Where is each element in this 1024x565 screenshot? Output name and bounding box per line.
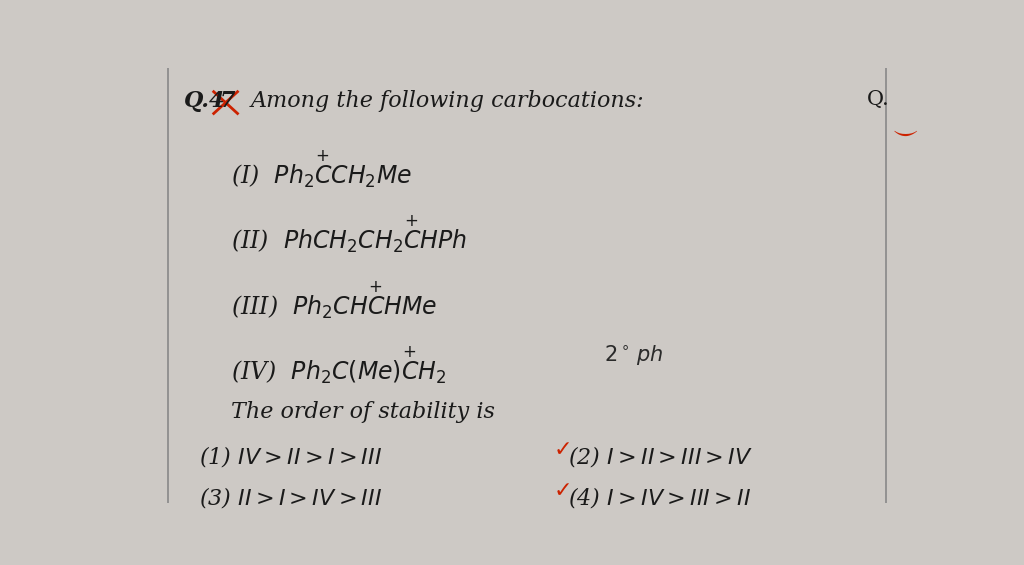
Text: Q.4: Q.4 (183, 89, 225, 111)
Text: Among the following carbocations:: Among the following carbocations: (251, 89, 645, 111)
Text: The order of stability is: The order of stability is (231, 401, 495, 423)
Text: 7: 7 (219, 89, 234, 111)
Text: (I)  $Ph_2\overset{+}{C}CH_2Me$: (I) $Ph_2\overset{+}{C}CH_2Me$ (231, 148, 413, 190)
Text: (2) $I > II > III > IV$: (2) $I > II > III > IV$ (568, 444, 754, 469)
Text: Q.: Q. (867, 89, 890, 108)
Text: (II)  $PhCH_2CH_2\overset{+}{C}HPh$: (II) $PhCH_2CH_2\overset{+}{C}HPh$ (231, 214, 467, 255)
Text: (III)  $Ph_2CH\overset{+}{C}HMe$: (III) $Ph_2CH\overset{+}{C}HMe$ (231, 279, 437, 320)
Text: $\smile$: $\smile$ (888, 120, 920, 144)
Text: (3) $II > I > IV > III$: (3) $II > I > IV > III$ (200, 485, 383, 510)
Text: $\checkmark$: $\checkmark$ (553, 437, 569, 458)
Text: (1) $IV > II > I > III$: (1) $IV > II > I > III$ (200, 444, 383, 469)
Text: (4) $I > IV > III > II$: (4) $I > IV > III > II$ (568, 485, 752, 510)
Text: (IV)  $Ph_2C(Me)\overset{+}{C}H_2$: (IV) $Ph_2C(Me)\overset{+}{C}H_2$ (231, 344, 446, 386)
Text: $2^\circ\,ph$: $2^\circ\,ph$ (604, 343, 664, 367)
Text: $\checkmark$: $\checkmark$ (553, 479, 569, 499)
